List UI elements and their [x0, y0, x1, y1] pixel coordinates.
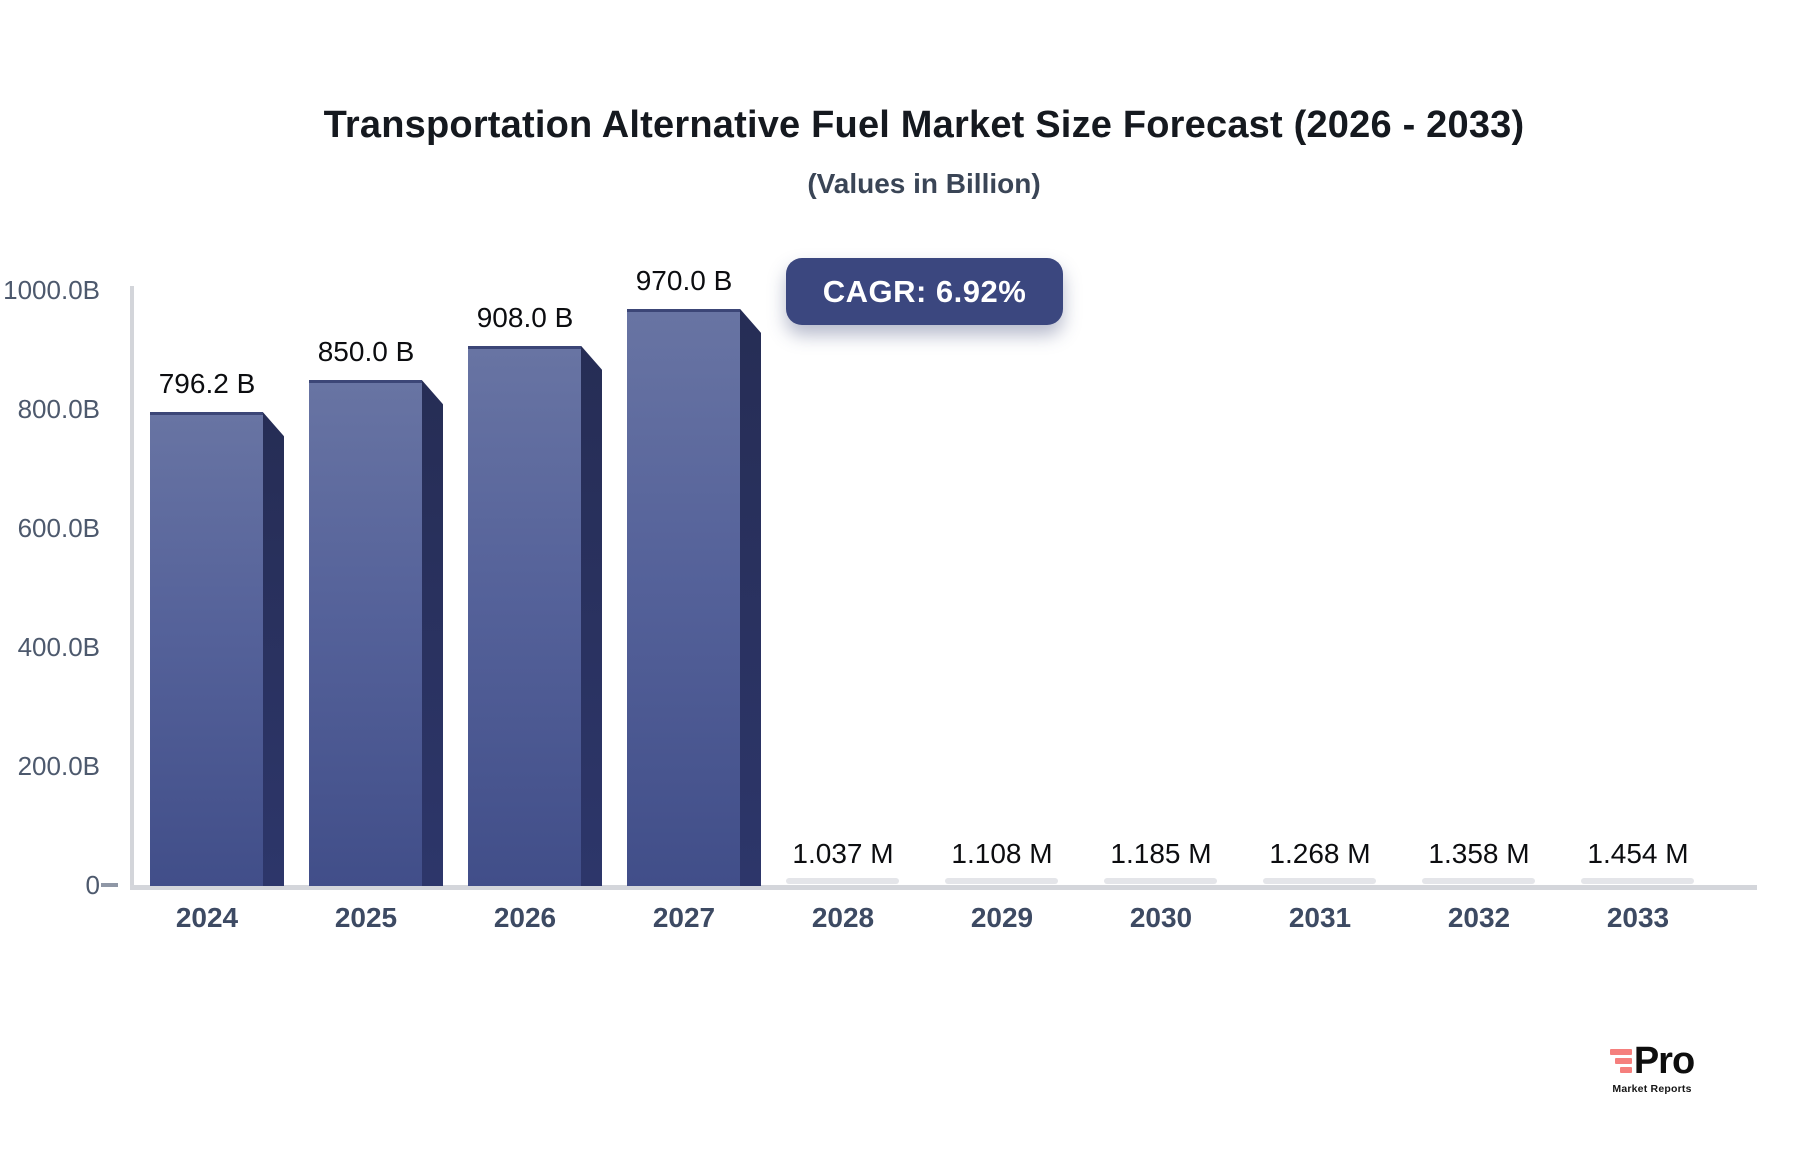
value-label-2028: 1.037 M [792, 838, 894, 869]
bar-front-face [309, 380, 422, 886]
chart-title: Transportation Alternative Fuel Market S… [323, 104, 1525, 146]
value-label-2027: 970.0 B [635, 264, 733, 296]
bar-2025 [309, 380, 443, 886]
y-axis-label-200.0B: 200.0B [17, 751, 100, 781]
bar-2027 [627, 308, 761, 886]
value-label-2033: 1.454 M [1587, 838, 1689, 869]
x-axis-label-2032: 2032 [1447, 902, 1511, 933]
x-axis-label-2033: 2033 [1606, 902, 1670, 933]
value-label-2032: 1.358 M [1428, 838, 1530, 869]
value-label-2026: 908.0 B [476, 301, 574, 333]
x-axis-label-2026: 2026 [493, 902, 557, 933]
y-axis-label-800.0B: 800.0B [17, 394, 100, 424]
x-axis-label-2024: 2024 [175, 902, 239, 933]
value-label-2029: 1.108 M [951, 838, 1053, 869]
bar-2024 [150, 412, 284, 886]
x-axis-label-2027: 2027 [652, 902, 716, 933]
bar-2028 [786, 878, 899, 884]
bar-side-face [263, 412, 284, 886]
chart-subtitle: (Values in Billion) [807, 168, 1041, 199]
x-axis-label-2025: 2025 [334, 902, 398, 933]
value-label-2030: 1.185 M [1110, 838, 1212, 869]
x-axis-line [130, 885, 1757, 890]
logo-text: Pro [1633, 1040, 1695, 1082]
bar-2029 [945, 878, 1058, 884]
bar-side-face [422, 380, 443, 886]
bar-2033 [1581, 878, 1694, 884]
value-label-2025: 850.0 B [317, 336, 415, 368]
bar-side-face [740, 308, 761, 886]
value-label-2024: 796.2 B [158, 368, 256, 400]
x-axis-label-2028: 2028 [811, 902, 875, 933]
bar-side-face [581, 345, 602, 886]
bar-front-face [468, 345, 581, 886]
bar-front-face [627, 308, 740, 886]
bar-2032 [1422, 878, 1535, 884]
value-label-2031: 1.268 M [1269, 838, 1371, 869]
bar-front-face [150, 412, 263, 886]
bar-2031 [1263, 878, 1376, 884]
y-axis-line [130, 286, 134, 890]
x-axis-label-2031: 2031 [1288, 902, 1352, 933]
bar-2030 [1104, 878, 1217, 884]
cagr-badge: CAGR: 6.92% [786, 258, 1063, 325]
y-axis-label-400.0B: 400.0B [17, 632, 100, 662]
logo-subtext: Market Reports [1612, 1083, 1692, 1095]
zero-tick-mark [101, 883, 118, 887]
logo: Pro Market Reports [1602, 1042, 1702, 1095]
y-axis-label-600.0B: 600.0B [17, 513, 100, 543]
y-axis-label-1000.0B: 1000.0B [3, 275, 100, 305]
bar-2026 [468, 345, 602, 886]
x-axis-label-2030: 2030 [1129, 902, 1193, 933]
logo-stripes-icon [1609, 1048, 1632, 1075]
x-axis-label-2029: 2029 [970, 902, 1034, 933]
y-axis-label-0: 0 [85, 870, 100, 900]
